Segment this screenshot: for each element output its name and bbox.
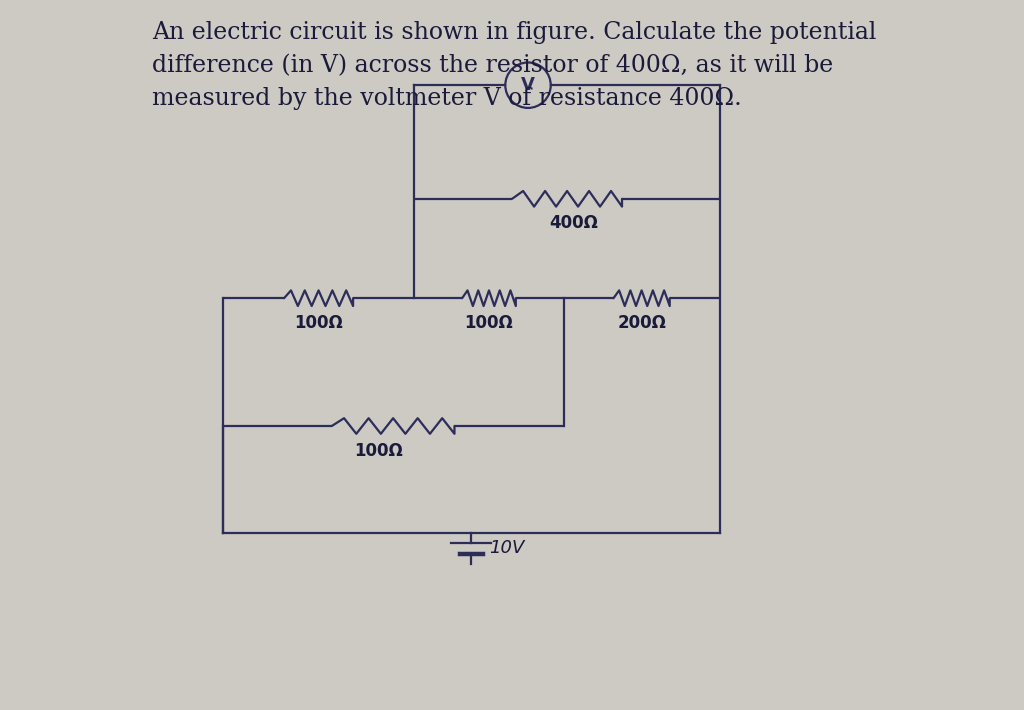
Text: V: V: [521, 76, 535, 94]
Text: 10V: 10V: [489, 539, 524, 557]
Text: 100Ω: 100Ω: [294, 314, 343, 332]
Text: 100Ω: 100Ω: [354, 442, 403, 459]
Text: An electric circuit is shown in figure. Calculate the potential
difference (in V: An electric circuit is shown in figure. …: [152, 21, 877, 110]
Text: 200Ω: 200Ω: [617, 314, 666, 332]
Text: 400Ω: 400Ω: [550, 214, 599, 232]
Text: 100Ω: 100Ω: [465, 314, 513, 332]
